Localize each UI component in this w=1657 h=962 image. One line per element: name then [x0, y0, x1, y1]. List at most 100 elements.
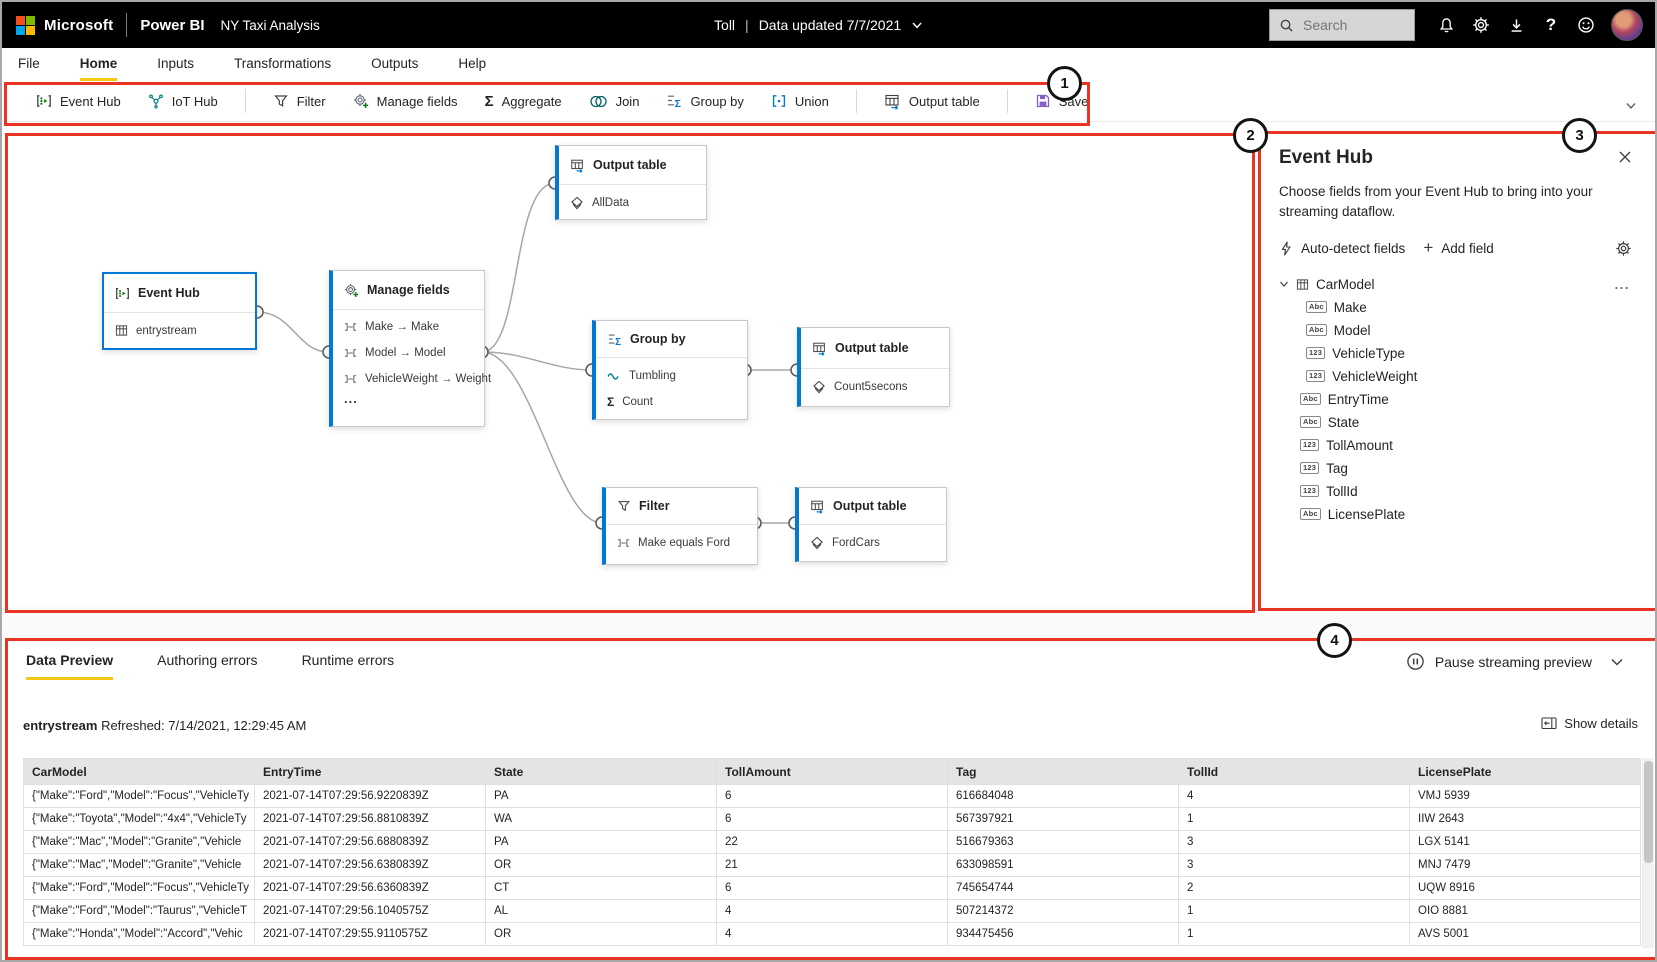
- tab-authoring-errors[interactable]: Authoring errors: [157, 652, 258, 668]
- cell: 22: [716, 830, 948, 854]
- text-type-icon: Abc: [1306, 324, 1327, 336]
- auto-detect-fields-button[interactable]: Auto-detect fields: [1279, 241, 1405, 256]
- dataset-status-dropdown[interactable]: Toll | Data updated 7/7/2021: [714, 2, 922, 48]
- node-output-count5secons[interactable]: Output table Count5secons: [797, 327, 950, 407]
- cell: PA: [485, 830, 717, 854]
- field-row-carmodel[interactable]: CarModel ...: [1279, 273, 1632, 296]
- field-row-tollamount[interactable]: 123 TollAmount: [1279, 434, 1632, 457]
- notifications-bell-icon[interactable]: [1436, 15, 1456, 35]
- cell: AVS 5001: [1409, 922, 1641, 946]
- tab-data-preview[interactable]: Data Preview: [26, 652, 114, 680]
- panel-settings-gear-icon[interactable]: [1615, 240, 1632, 257]
- topbar-divider: [126, 13, 128, 37]
- table-row: {"Make":"Ford","Model":"Focus","VehicleT…: [23, 784, 1641, 808]
- mapping-text: Make → Make: [365, 321, 440, 333]
- manage-fields-button[interactable]: Manage fields: [353, 93, 458, 109]
- field-row-vehicleweight[interactable]: 123 VehicleWeight: [1279, 365, 1632, 388]
- dataflow-canvas[interactable]: Event Hub entrystream Manage fields: [5, 133, 1249, 607]
- menu-bar: File Home Inputs Transformations Outputs…: [2, 48, 1655, 81]
- scrollbar-thumb[interactable]: [1643, 761, 1653, 863]
- table-scrollbar[interactable]: [1642, 758, 1654, 948]
- union-label: Union: [794, 93, 829, 109]
- annotation-callout-3: 3: [1562, 118, 1597, 153]
- aggregate-button[interactable]: Σ Aggregate: [485, 93, 562, 110]
- node-event-hub[interactable]: Event Hub entrystream: [102, 272, 257, 350]
- show-details-button[interactable]: Show details: [1541, 716, 1638, 731]
- group-by-label: Group by: [690, 93, 744, 109]
- field-row-licenseplate[interactable]: Abc LicensePlate: [1279, 503, 1632, 526]
- pause-streaming-button[interactable]: Pause streaming preview: [1406, 652, 1624, 671]
- node-filter[interactable]: Filter Make equals Ford: [602, 487, 758, 565]
- panel-description: Choose fields from your Event Hub to bri…: [1279, 184, 1593, 220]
- field-row-state[interactable]: Abc State: [1279, 411, 1632, 434]
- annotation-callout-2: 2: [1233, 118, 1268, 153]
- help-icon[interactable]: ?: [1545, 15, 1557, 34]
- cell: 2021-07-14T07:29:55.9110575Z: [254, 922, 486, 946]
- filter-button[interactable]: Filter: [273, 93, 326, 109]
- field-row-entrytime[interactable]: Abc EntryTime: [1279, 388, 1632, 411]
- node-output-fordcars[interactable]: Output table FordCars: [795, 487, 947, 562]
- download-icon[interactable]: [1506, 15, 1526, 35]
- field-name: State: [1327, 414, 1360, 430]
- output-table-icon: [570, 158, 585, 173]
- filter-condition: Make equals Ford: [638, 536, 731, 549]
- field-name: Tag: [1326, 460, 1348, 476]
- field-row-tollid[interactable]: 123 TollId: [1279, 480, 1632, 503]
- menu-home[interactable]: Home: [79, 48, 118, 81]
- tab-runtime-errors[interactable]: Runtime errors: [301, 652, 395, 668]
- search-input-wrap[interactable]: [1269, 9, 1415, 41]
- cell: 516679363: [947, 830, 1179, 854]
- collapse-ribbon-chevron-icon[interactable]: [1625, 100, 1637, 112]
- field-more-menu-icon[interactable]: ...: [1614, 276, 1630, 292]
- field-row-make[interactable]: Abc Make: [1279, 296, 1632, 319]
- menu-transformations[interactable]: Transformations: [234, 56, 332, 71]
- manage-fields-icon: [344, 283, 359, 298]
- table-row: {"Make":"Ford","Model":"Focus","VehicleT…: [23, 876, 1641, 900]
- search-input[interactable]: [1301, 16, 1391, 34]
- group-by-button[interactable]: Σ Group by: [666, 93, 744, 109]
- field-row-vehicletype[interactable]: 123 VehicleType: [1279, 342, 1632, 365]
- node-title: Manage fields: [367, 283, 450, 297]
- chevron-down-icon[interactable]: [1610, 655, 1624, 669]
- stream-refresh-status: entrystream Refreshed: 7/14/2021, 12:29:…: [23, 718, 306, 733]
- field-row-model[interactable]: Abc Model: [1279, 319, 1632, 342]
- plus-icon: +: [1423, 238, 1434, 257]
- node-manage-fields[interactable]: Manage fields Make → Make Model → Model …: [329, 270, 491, 427]
- settings-gear-icon[interactable]: [1471, 15, 1491, 35]
- join-icon: [589, 95, 608, 108]
- event-hub-icon: [115, 286, 130, 301]
- chevron-down-icon: [911, 20, 922, 31]
- add-field-button[interactable]: + Add field: [1423, 238, 1493, 257]
- field-name: Make: [1333, 299, 1367, 315]
- node-output-alldata[interactable]: Output table AllData: [555, 145, 707, 220]
- cell: UQW 8916: [1409, 876, 1641, 900]
- output-table-button[interactable]: Output table: [884, 93, 980, 110]
- close-icon[interactable]: [1618, 147, 1632, 164]
- chevron-down-icon[interactable]: [1279, 279, 1289, 289]
- number-type-icon: 123: [1306, 370, 1326, 382]
- user-avatar[interactable]: [1611, 9, 1643, 41]
- menu-inputs[interactable]: Inputs: [157, 56, 195, 71]
- pause-streaming-label: Pause streaming preview: [1434, 653, 1592, 670]
- text-type-icon: Abc: [1306, 301, 1327, 313]
- feedback-smiley-icon[interactable]: [1576, 15, 1596, 35]
- union-button[interactable]: Union: [771, 93, 829, 109]
- menu-file[interactable]: File: [18, 56, 40, 71]
- node-group-by[interactable]: Σ Group by Tumbling Σ Count: [592, 320, 748, 420]
- node-title: Filter: [639, 499, 670, 513]
- output-table-icon: [812, 341, 827, 356]
- iot-hub-button[interactable]: IoT Hub: [148, 93, 218, 109]
- pause-circle-icon: [1406, 652, 1425, 671]
- event-hub-button[interactable]: Event Hub: [36, 93, 121, 109]
- field-name: VehicleType: [1332, 345, 1405, 361]
- field-row-tag[interactable]: 123 Tag: [1279, 457, 1632, 480]
- menu-help[interactable]: Help: [458, 56, 487, 71]
- join-button[interactable]: Join: [589, 94, 639, 109]
- document-title: NY Taxi Analysis: [220, 17, 320, 33]
- powerbi-wordmark[interactable]: Power BI: [140, 16, 205, 34]
- event-hub-icon: [36, 93, 52, 109]
- node-title: Output table: [835, 341, 909, 355]
- cell: {"Make":"Ford","Model":"Focus","VehicleT…: [23, 876, 255, 900]
- table-row: {"Make":"Mac","Model":"Granite","Vehicle…: [23, 830, 1641, 854]
- menu-outputs[interactable]: Outputs: [371, 56, 419, 71]
